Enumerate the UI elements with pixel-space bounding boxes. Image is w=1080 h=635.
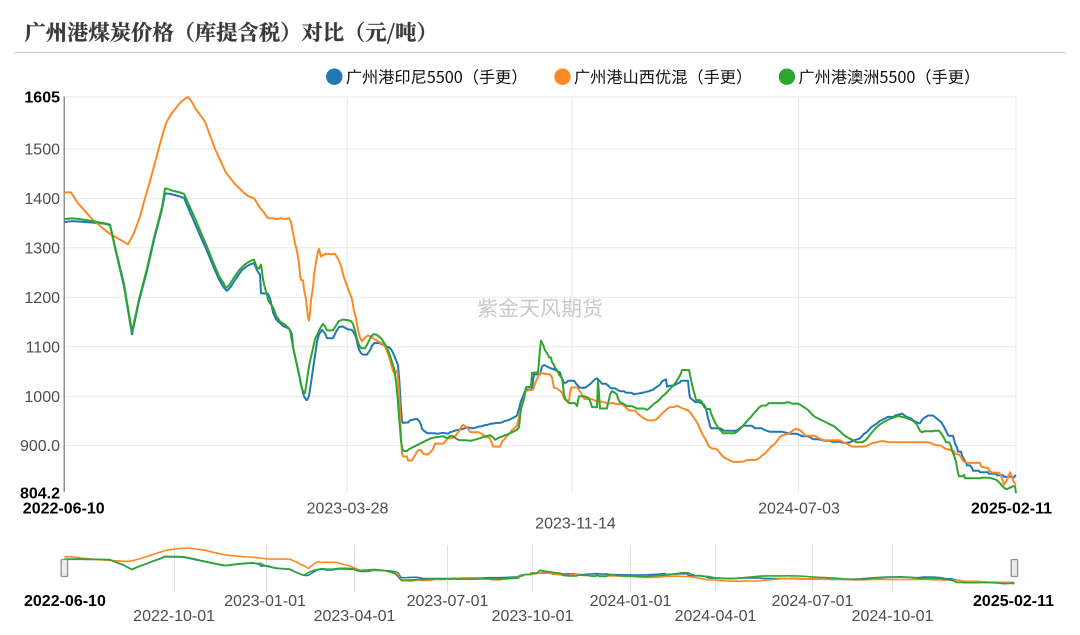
svg-text:900.0: 900.0 [20, 438, 60, 455]
svg-text:1200: 1200 [24, 290, 60, 307]
svg-text:2024-07-01: 2024-07-01 [772, 593, 854, 610]
svg-text:2023-03-28: 2023-03-28 [307, 501, 389, 518]
svg-text:1500: 1500 [24, 142, 60, 159]
svg-text:1000: 1000 [24, 389, 60, 406]
svg-text:2023-11-14: 2023-11-14 [535, 516, 616, 533]
svg-text:2023-10-01: 2023-10-01 [492, 608, 574, 625]
svg-text:2022-10-01: 2022-10-01 [133, 608, 215, 625]
svg-text:1400: 1400 [24, 191, 60, 208]
svg-text:2022-06-10: 2022-06-10 [23, 501, 105, 518]
svg-text:2024-04-01: 2024-04-01 [675, 608, 757, 625]
svg-text:2025-02-11: 2025-02-11 [973, 593, 1054, 610]
svg-text:804.2: 804.2 [20, 486, 60, 503]
svg-text:2025-02-11: 2025-02-11 [971, 501, 1052, 518]
svg-text:2024-01-01: 2024-01-01 [590, 593, 672, 610]
svg-text:2023-07-01: 2023-07-01 [407, 593, 489, 610]
svg-text:2024-10-01: 2024-10-01 [852, 608, 934, 625]
svg-text:2024-07-03: 2024-07-03 [758, 501, 840, 518]
svg-text:2023-01-01: 2023-01-01 [224, 593, 306, 610]
svg-text:1300: 1300 [24, 240, 60, 257]
svg-text:2023-04-01: 2023-04-01 [314, 608, 396, 625]
svg-text:1605: 1605 [24, 90, 60, 107]
svg-text:1100: 1100 [26, 339, 61, 356]
svg-text:2022-06-10: 2022-06-10 [24, 593, 106, 610]
